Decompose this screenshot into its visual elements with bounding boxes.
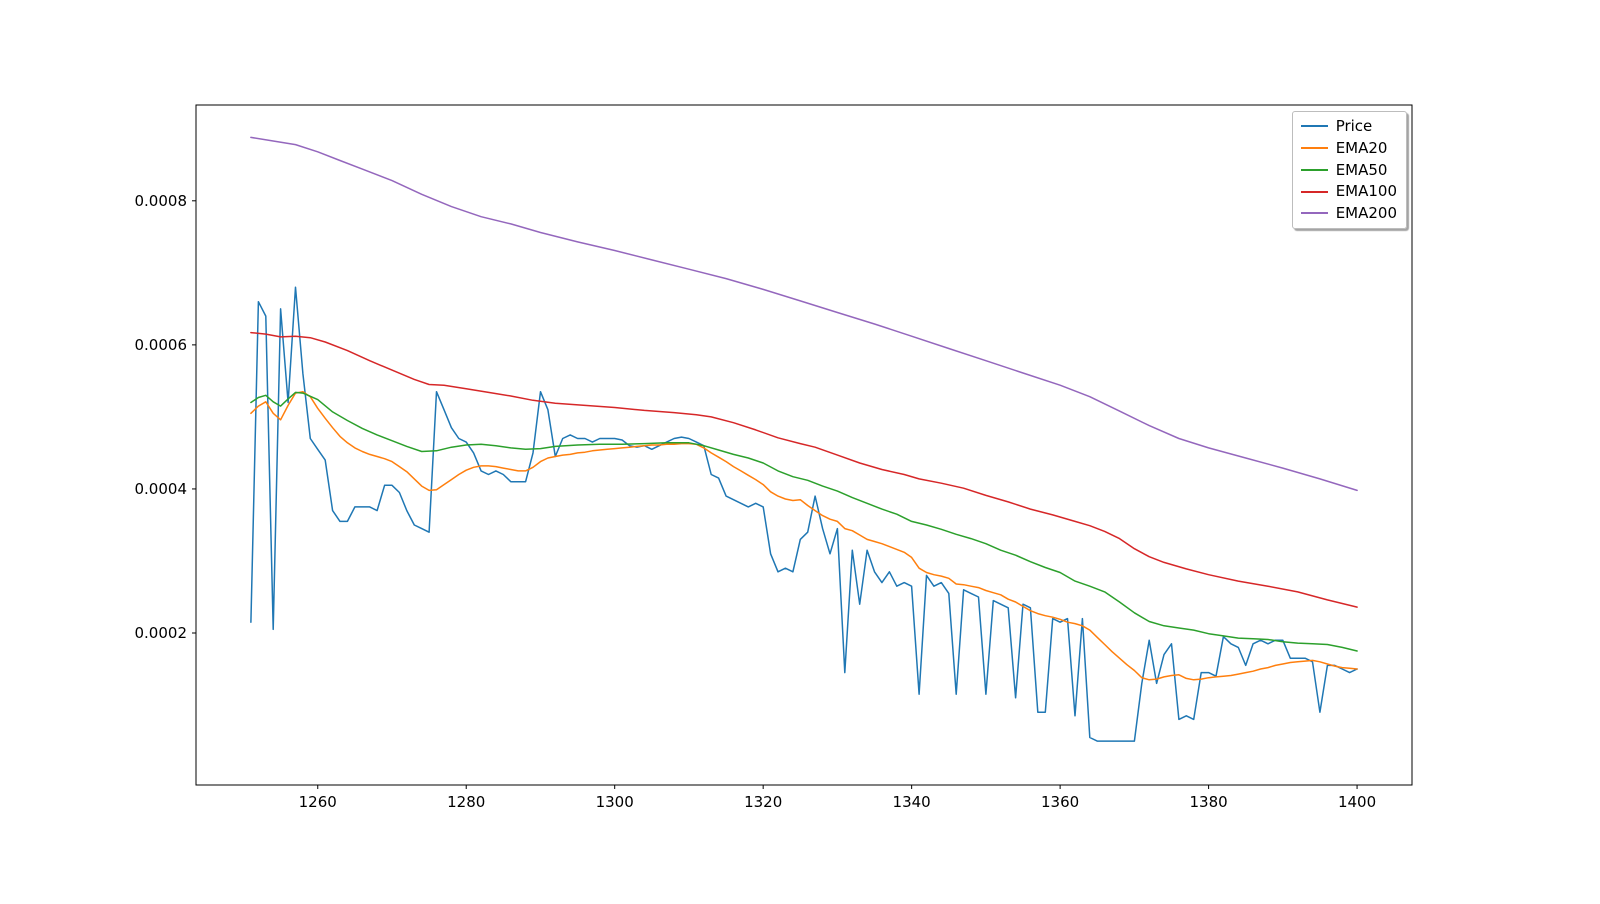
legend-label: EMA20 (1335, 138, 1388, 157)
x-tick-label: 1400 (1338, 793, 1376, 811)
legend-label: EMA50 (1335, 160, 1388, 179)
legend: Price EMA20 EMA50 EMA100 EMA200 (1291, 111, 1407, 229)
series-line-ema50 (250, 391, 1358, 652)
legend-item-price: Price (1300, 117, 1397, 136)
y-tick-label: 0.0008 (135, 192, 188, 210)
x-tick-label: 1260 (299, 793, 337, 811)
legend-line-swatch (1300, 190, 1328, 193)
legend-item-ema20: EMA20 (1300, 138, 1397, 158)
x-tick-label: 1380 (1189, 793, 1227, 811)
x-tick-label: 1340 (893, 793, 931, 811)
series-line-ema200 (250, 136, 1358, 492)
legend-line-swatch (1300, 125, 1328, 128)
legend-label: Price (1335, 117, 1373, 135)
x-tick-label: 1320 (744, 793, 782, 811)
legend-label: EMA100 (1335, 182, 1397, 201)
legend-label: EMA200 (1335, 204, 1397, 222)
x-tick-label: 1360 (1041, 793, 1079, 811)
y-tick-label: 0.0004 (135, 480, 188, 498)
axes-spines (195, 104, 1413, 786)
series-line-ema100 (250, 331, 1358, 608)
y-tick-label: 0.0002 (135, 624, 188, 642)
legend-line-swatch (1300, 147, 1328, 150)
legend-item-ema200: EMA200 (1300, 204, 1397, 223)
series-line-ema20 (250, 390, 1358, 681)
legend-item-ema50: EMA50 (1300, 160, 1397, 180)
x-tick-label: 1280 (447, 793, 485, 811)
x-tick-label: 1300 (596, 793, 634, 811)
legend-line-swatch (1300, 168, 1328, 171)
legend-item-ema100: EMA100 (1300, 182, 1397, 201)
y-tick-label: 0.0006 (135, 336, 188, 354)
legend-line-swatch (1300, 212, 1328, 215)
series-line-price (250, 286, 1358, 742)
